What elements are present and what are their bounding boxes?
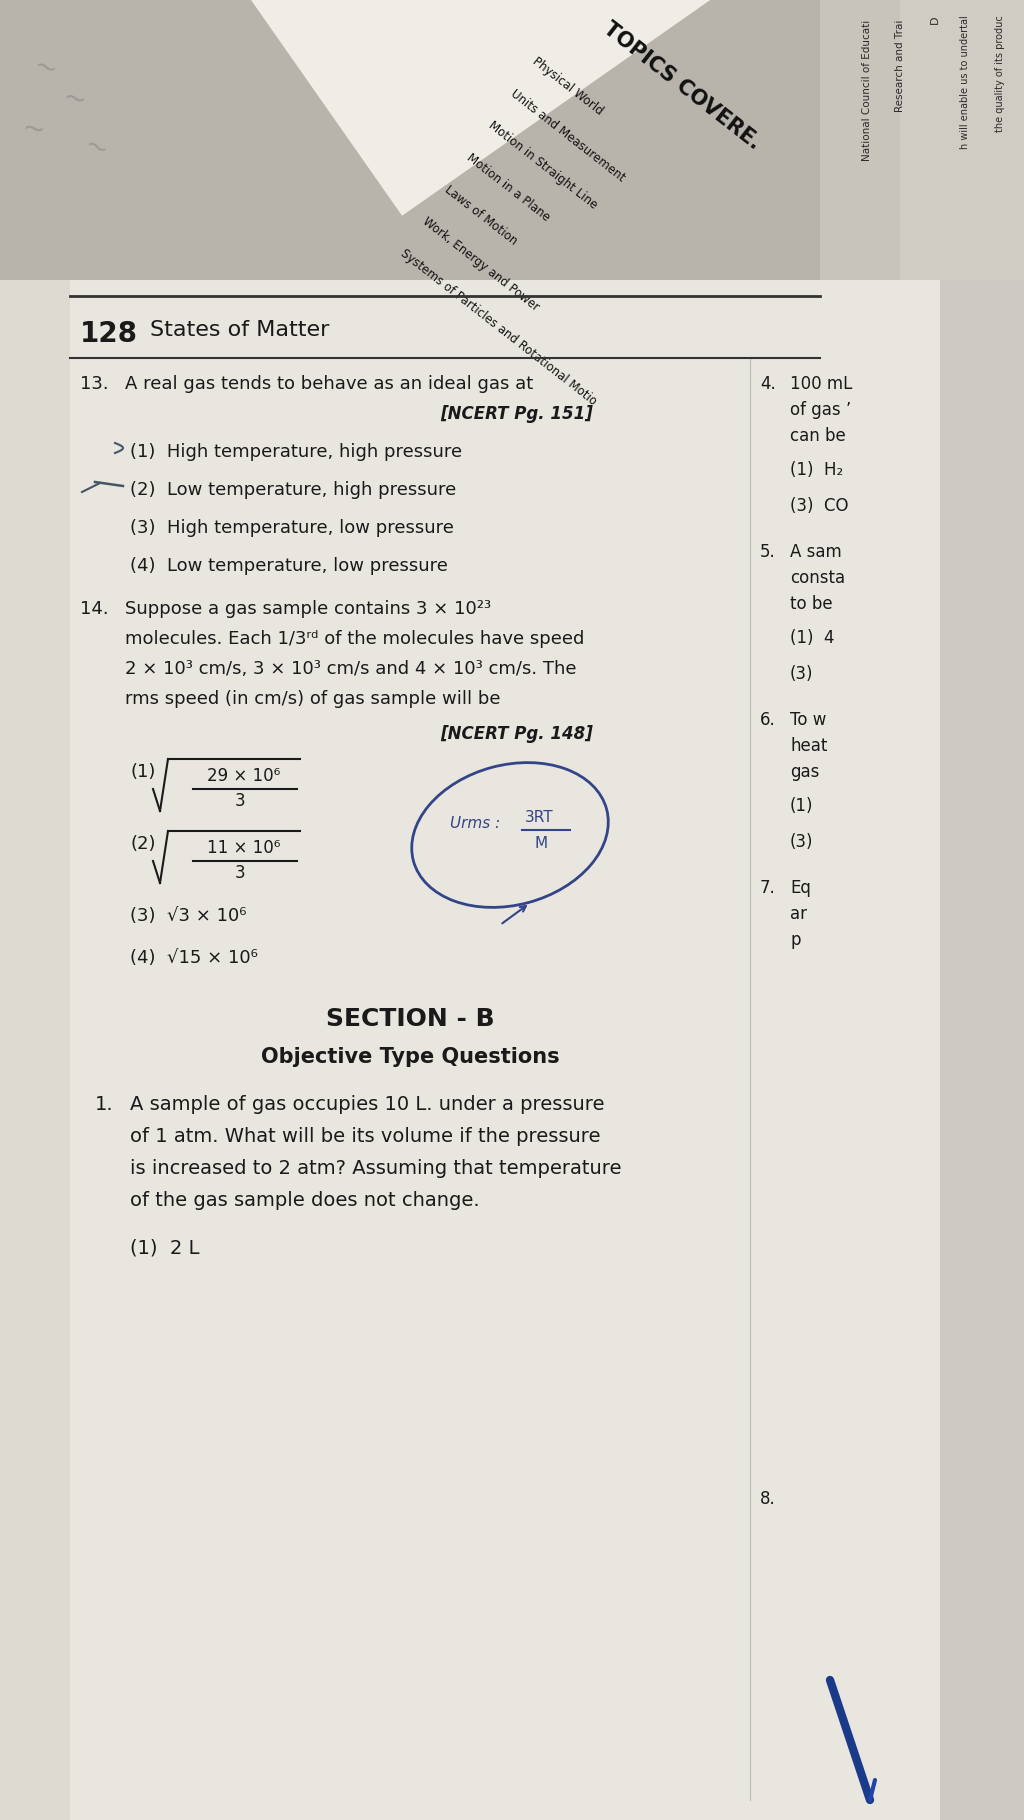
Text: Physical World: Physical World <box>530 55 605 118</box>
Text: can be: can be <box>790 428 846 446</box>
Text: 3: 3 <box>234 792 246 810</box>
Text: (3)  √3 × 10⁶: (3) √3 × 10⁶ <box>130 906 247 925</box>
Text: (1): (1) <box>790 797 813 815</box>
Text: Objective Type Questions: Objective Type Questions <box>261 1046 559 1067</box>
Text: h will enable us to undertal: h will enable us to undertal <box>961 15 970 149</box>
Text: 13.: 13. <box>80 375 109 393</box>
Bar <box>70 280 940 1820</box>
Text: A sample of gas occupies 10 L. under a pressure: A sample of gas occupies 10 L. under a p… <box>130 1096 604 1114</box>
Text: of 1 atm. What will be its volume if the pressure: of 1 atm. What will be its volume if the… <box>130 1127 600 1147</box>
Text: 128: 128 <box>80 320 138 348</box>
Text: ~: ~ <box>80 131 113 166</box>
Text: Motion in a Plane: Motion in a Plane <box>464 151 552 224</box>
Text: A sam: A sam <box>790 542 842 561</box>
Text: (2): (2) <box>130 835 156 854</box>
Text: (1): (1) <box>130 763 156 781</box>
Text: the quality of its produc: the quality of its produc <box>995 15 1005 131</box>
Text: ~: ~ <box>20 115 48 146</box>
Text: Urms :: Urms : <box>450 815 501 830</box>
Text: p: p <box>790 932 801 948</box>
Text: 8.: 8. <box>760 1491 776 1509</box>
Text: (3): (3) <box>790 834 813 852</box>
Text: Suppose a gas sample contains 3 × 10²³: Suppose a gas sample contains 3 × 10²³ <box>125 601 492 619</box>
Text: 100 mL: 100 mL <box>790 375 852 393</box>
Text: rms speed (in cm/s) of gas sample will be: rms speed (in cm/s) of gas sample will b… <box>125 690 501 708</box>
Text: molecules. Each 1/3ʳᵈ of the molecules have speed: molecules. Each 1/3ʳᵈ of the molecules h… <box>125 630 585 648</box>
Text: 11 × 10⁶: 11 × 10⁶ <box>207 839 281 857</box>
Text: 1.: 1. <box>95 1096 114 1114</box>
Text: 4.: 4. <box>760 375 776 393</box>
Text: (3)  CO: (3) CO <box>790 497 849 515</box>
Text: (1)  High temperature, high pressure: (1) High temperature, high pressure <box>130 442 462 460</box>
Text: D: D <box>930 15 940 24</box>
Text: To w: To w <box>790 712 826 730</box>
Text: Laws of Motion: Laws of Motion <box>442 184 519 248</box>
Text: 6.: 6. <box>760 712 776 730</box>
Text: (1)  2 L: (1) 2 L <box>130 1238 200 1258</box>
Text: 3: 3 <box>234 864 246 883</box>
Text: gas: gas <box>790 763 819 781</box>
Text: (1)  4: (1) 4 <box>790 630 835 646</box>
Text: 14.: 14. <box>80 601 109 619</box>
Text: 5.: 5. <box>760 542 776 561</box>
Text: (3)  High temperature, low pressure: (3) High temperature, low pressure <box>130 519 454 537</box>
Text: (2)  Low temperature, high pressure: (2) Low temperature, high pressure <box>130 480 457 499</box>
Text: ~: ~ <box>30 51 61 86</box>
Bar <box>0 280 70 1820</box>
Text: Research and Trai: Research and Trai <box>895 20 905 113</box>
Text: SECTION - B: SECTION - B <box>326 1006 495 1030</box>
Text: Units and Measurement: Units and Measurement <box>508 87 628 184</box>
Text: National Council of Educati: National Council of Educati <box>862 20 872 162</box>
Text: (4)  Low temperature, low pressure: (4) Low temperature, low pressure <box>130 557 447 575</box>
Text: 7.: 7. <box>760 879 776 897</box>
Text: ar: ar <box>790 905 807 923</box>
Text: Motion in Straight Line: Motion in Straight Line <box>486 118 600 211</box>
Text: (3): (3) <box>790 664 813 682</box>
Text: Work, Energy and Power: Work, Energy and Power <box>420 215 542 315</box>
Text: of gas ’: of gas ’ <box>790 400 851 419</box>
Text: 3RT: 3RT <box>525 810 554 824</box>
Text: (4)  √15 × 10⁶: (4) √15 × 10⁶ <box>130 948 258 966</box>
Bar <box>820 0 900 280</box>
Text: M: M <box>535 835 548 850</box>
Text: A real gas tends to behave as an ideal gas at: A real gas tends to behave as an ideal g… <box>125 375 534 393</box>
Text: TOPICS COVERE.: TOPICS COVERE. <box>600 18 765 153</box>
Bar <box>230 0 796 217</box>
Text: [NCERT Pg. 151]: [NCERT Pg. 151] <box>440 406 593 422</box>
Text: [NCERT Pg. 148]: [NCERT Pg. 148] <box>440 724 593 743</box>
Text: 2 × 10³ cm/s, 3 × 10³ cm/s and 4 × 10³ cm/s. The: 2 × 10³ cm/s, 3 × 10³ cm/s and 4 × 10³ c… <box>125 661 577 679</box>
Text: to be: to be <box>790 595 833 613</box>
Text: heat: heat <box>790 737 827 755</box>
Bar <box>900 0 1024 280</box>
Bar <box>0 0 1024 280</box>
Text: (1)  H₂: (1) H₂ <box>790 460 843 479</box>
Text: Systems of Particles and Rotational Motio: Systems of Particles and Rotational Moti… <box>398 248 599 408</box>
Text: consta: consta <box>790 570 845 588</box>
Text: of the gas sample does not change.: of the gas sample does not change. <box>130 1190 479 1210</box>
Text: is increased to 2 atm? Assuming that temperature: is increased to 2 atm? Assuming that tem… <box>130 1159 622 1178</box>
Text: States of Matter: States of Matter <box>150 320 330 340</box>
Text: Eq: Eq <box>790 879 811 897</box>
Text: 29 × 10⁶: 29 × 10⁶ <box>207 766 281 784</box>
Text: ~: ~ <box>60 84 90 116</box>
